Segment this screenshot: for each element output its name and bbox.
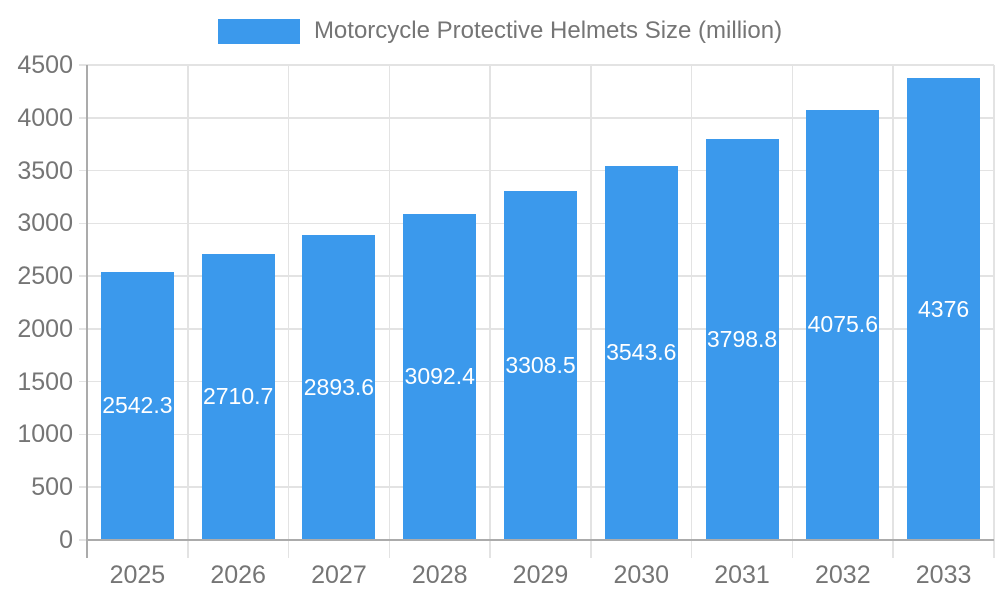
x-axis-label: 2028 (411, 561, 468, 589)
y-axis-label: 2000 (17, 314, 73, 343)
x-axis-label: 2026 (210, 561, 266, 589)
category-gridline (590, 65, 592, 558)
bar-value-label: 2893.6 (303, 373, 375, 400)
x-axis-label: 2029 (512, 561, 569, 589)
y-axis-label: 3500 (17, 156, 73, 185)
y-gridline (79, 169, 994, 172)
y-axis-label: 1000 (17, 420, 73, 449)
bar-value-label: 4075.6 (807, 311, 878, 338)
bar-value-label: 3543.6 (606, 339, 677, 366)
y-gridline (79, 64, 994, 66)
bar-value-label: 2542.3 (102, 392, 173, 419)
bar[interactable]: 2542.3 (100, 271, 174, 540)
category-gridline (388, 65, 391, 558)
y-axis-label: 2500 (17, 262, 73, 291)
y-axis-line (86, 65, 88, 558)
category-gridline (993, 65, 995, 558)
bar[interactable]: 3798.8 (705, 139, 779, 540)
y-zero-tick (79, 539, 87, 541)
bar[interactable]: 4075.6 (806, 109, 880, 540)
y-axis-label: 4500 (17, 51, 73, 79)
legend-label: Motorcycle Protective Helmets Size (mill… (313, 17, 783, 44)
legend[interactable]: Motorcycle Protective Helmets Size (mill… (0, 16, 1000, 46)
x-axis-line (87, 539, 994, 541)
y-axis-label: 4000 (17, 103, 73, 132)
bar-value-label: 3798.8 (706, 325, 778, 352)
category-gridline (187, 65, 189, 558)
bar[interactable]: 3092.4 (403, 213, 477, 540)
category-gridline (892, 65, 894, 558)
bar-value-label: 3092.4 (404, 363, 475, 390)
bar-value-label: 2710.7 (202, 383, 274, 410)
bar-value-label: 4376 (918, 295, 970, 322)
x-axis-label: 2032 (815, 561, 871, 589)
bar-value-label: 3308.5 (505, 351, 576, 378)
category-gridline (690, 65, 693, 558)
x-axis-label: 2033 (915, 561, 972, 589)
y-axis-label: 500 (31, 473, 73, 502)
category-gridline (287, 65, 290, 558)
bar[interactable]: 2893.6 (302, 234, 376, 540)
category-gridline (791, 65, 794, 558)
x-axis-label: 2025 (109, 561, 166, 589)
legend-swatch (217, 18, 300, 44)
y-axis-label: 0 (59, 526, 73, 554)
y-axis-label: 3000 (17, 209, 73, 238)
x-axis-label: 2027 (311, 561, 367, 589)
y-axis-label: 1500 (17, 367, 73, 396)
category-gridline (489, 65, 491, 558)
x-axis-label: 2030 (613, 561, 670, 589)
bar[interactable]: 4376 (907, 78, 981, 540)
y-gridline (79, 117, 994, 119)
bar[interactable]: 3543.6 (604, 165, 678, 540)
bar[interactable]: 2710.7 (201, 253, 275, 540)
x-axis-label: 2031 (714, 561, 770, 589)
bar[interactable]: 3308.5 (504, 190, 577, 540)
